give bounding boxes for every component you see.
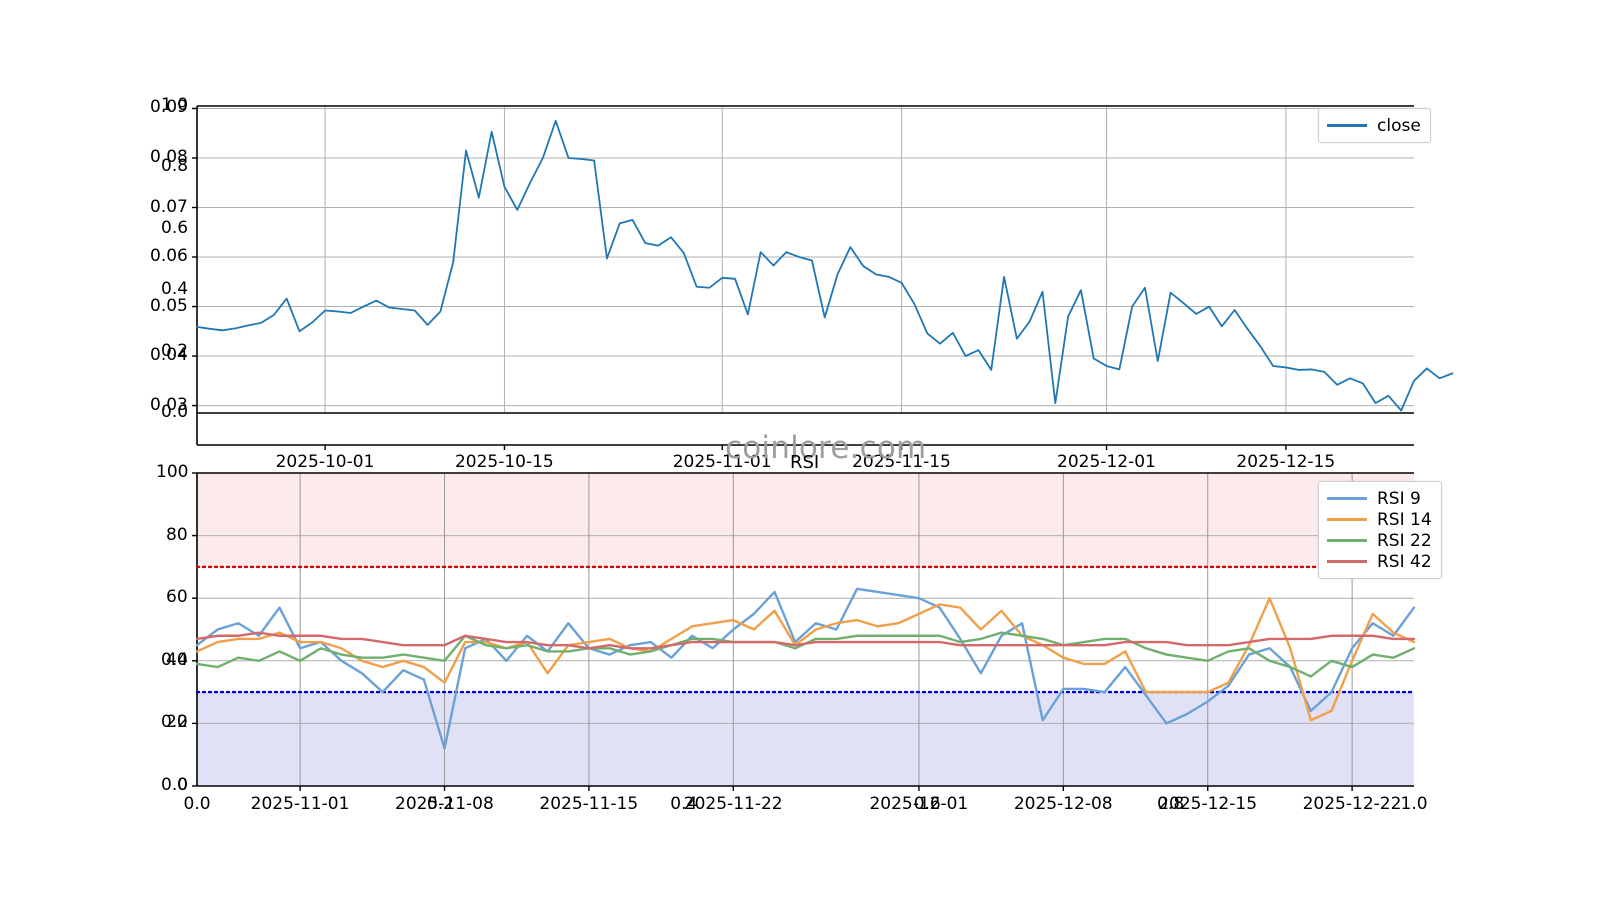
rsi-legend-label: RSI 42 (1377, 551, 1432, 572)
price-legend[interactable]: close (1318, 108, 1431, 143)
rsi-legend-item[interactable]: RSI 22 (1327, 530, 1432, 551)
price-secondary-y-tick: 0.0 (161, 402, 189, 422)
rsi-panel-title: RSI (790, 452, 820, 473)
price-y-tick: 0.04 (150, 345, 188, 366)
legend-line-swatch-icon (1327, 497, 1367, 500)
rsi-legend[interactable]: RSI 9 RSI 14 RSI 22 RSI 42 (1318, 481, 1442, 579)
rsi-x-tick: 2025-12-08 (1013, 794, 1113, 814)
price-y-tick: 0.07 (150, 196, 188, 217)
legend-line-swatch-icon (1327, 124, 1367, 127)
price-y-tick: 0.08 (150, 146, 188, 167)
rsi-x-tick: 2025-11-01 (250, 794, 350, 814)
rsi-x-tick: 2025-12-01 (869, 794, 969, 814)
price-x-tick: 2025-12-15 (1236, 452, 1336, 472)
rsi-secondary-x-tick: 0.4 (670, 794, 698, 814)
watermark: coinlore.com (725, 430, 927, 466)
rsi-legend-item[interactable]: RSI 42 (1327, 551, 1432, 572)
price-x-tick: 2025-11-15 (852, 452, 951, 472)
rsi-y-tick: 80 (166, 524, 188, 545)
price-x-tick: 2025-10-15 (454, 452, 554, 472)
rsi-legend-item[interactable]: RSI 14 (1327, 509, 1432, 530)
price-y-tick: 0.05 (150, 295, 188, 316)
legend-line-swatch-icon (1327, 539, 1367, 542)
rsi-y-tick: 60 (166, 587, 188, 608)
price-secondary-y-tick: 0.8 (161, 156, 189, 177)
legend-line-swatch-icon (1327, 518, 1367, 521)
rsi-y-tick: 100 (156, 462, 189, 482)
price-x-tick: 2025-11-01 (672, 452, 772, 472)
rsi-x-tick: 2025-12-15 (1158, 794, 1258, 814)
price-y-tick: 0.09 (150, 97, 188, 118)
price-secondary-y-tick: 1.0 (161, 95, 189, 115)
rsi-secondary-y-tick: 0.4 (161, 649, 189, 670)
price-y-tick: 0.03 (150, 394, 188, 415)
price-y-tick: 0.06 (150, 246, 188, 267)
legend-line-swatch-icon (1327, 560, 1367, 563)
price-secondary-y-tick: 0.6 (161, 217, 189, 238)
rsi-x-tick: 2025-11-22 (683, 794, 783, 814)
rsi-secondary-x-tick: 0.0 (183, 794, 211, 814)
rsi-legend-label: RSI 9 (1377, 488, 1421, 509)
rsi-x-tick: 2025-11-15 (539, 794, 639, 814)
rsi-secondary-x-tick: 0.2 (426, 794, 454, 814)
rsi-secondary-y-tick: 0.0 (161, 775, 189, 795)
rsi-x-tick: 2025-11-08 (395, 794, 494, 814)
price-x-tick: 2025-12-01 (1057, 452, 1156, 472)
rsi-legend-label: RSI 14 (1377, 509, 1432, 530)
rsi-legend-label: RSI 22 (1377, 530, 1432, 551)
rsi-secondary-y-tick: 0.2 (161, 712, 189, 733)
rsi-secondary-x-tick: 0.6 (913, 794, 941, 814)
price-secondary-y-tick: 0.2 (161, 340, 189, 361)
rsi-y-tick: 0 (177, 775, 188, 795)
rsi-y-tick: 40 (166, 649, 188, 670)
rsi-y-tick: 20 (166, 712, 188, 733)
rsi-secondary-x-tick: 1.0 (1400, 794, 1428, 814)
rsi-secondary-x-tick: 0.8 (1157, 794, 1185, 814)
price-legend-item[interactable]: close (1327, 115, 1421, 136)
price-x-tick: 2025-10-01 (275, 452, 375, 472)
price-secondary-y-tick: 0.4 (161, 279, 189, 300)
rsi-legend-item[interactable]: RSI 9 (1327, 488, 1432, 509)
price-legend-label: close (1377, 115, 1421, 136)
rsi-x-tick: 2025-12-22 (1302, 794, 1402, 814)
